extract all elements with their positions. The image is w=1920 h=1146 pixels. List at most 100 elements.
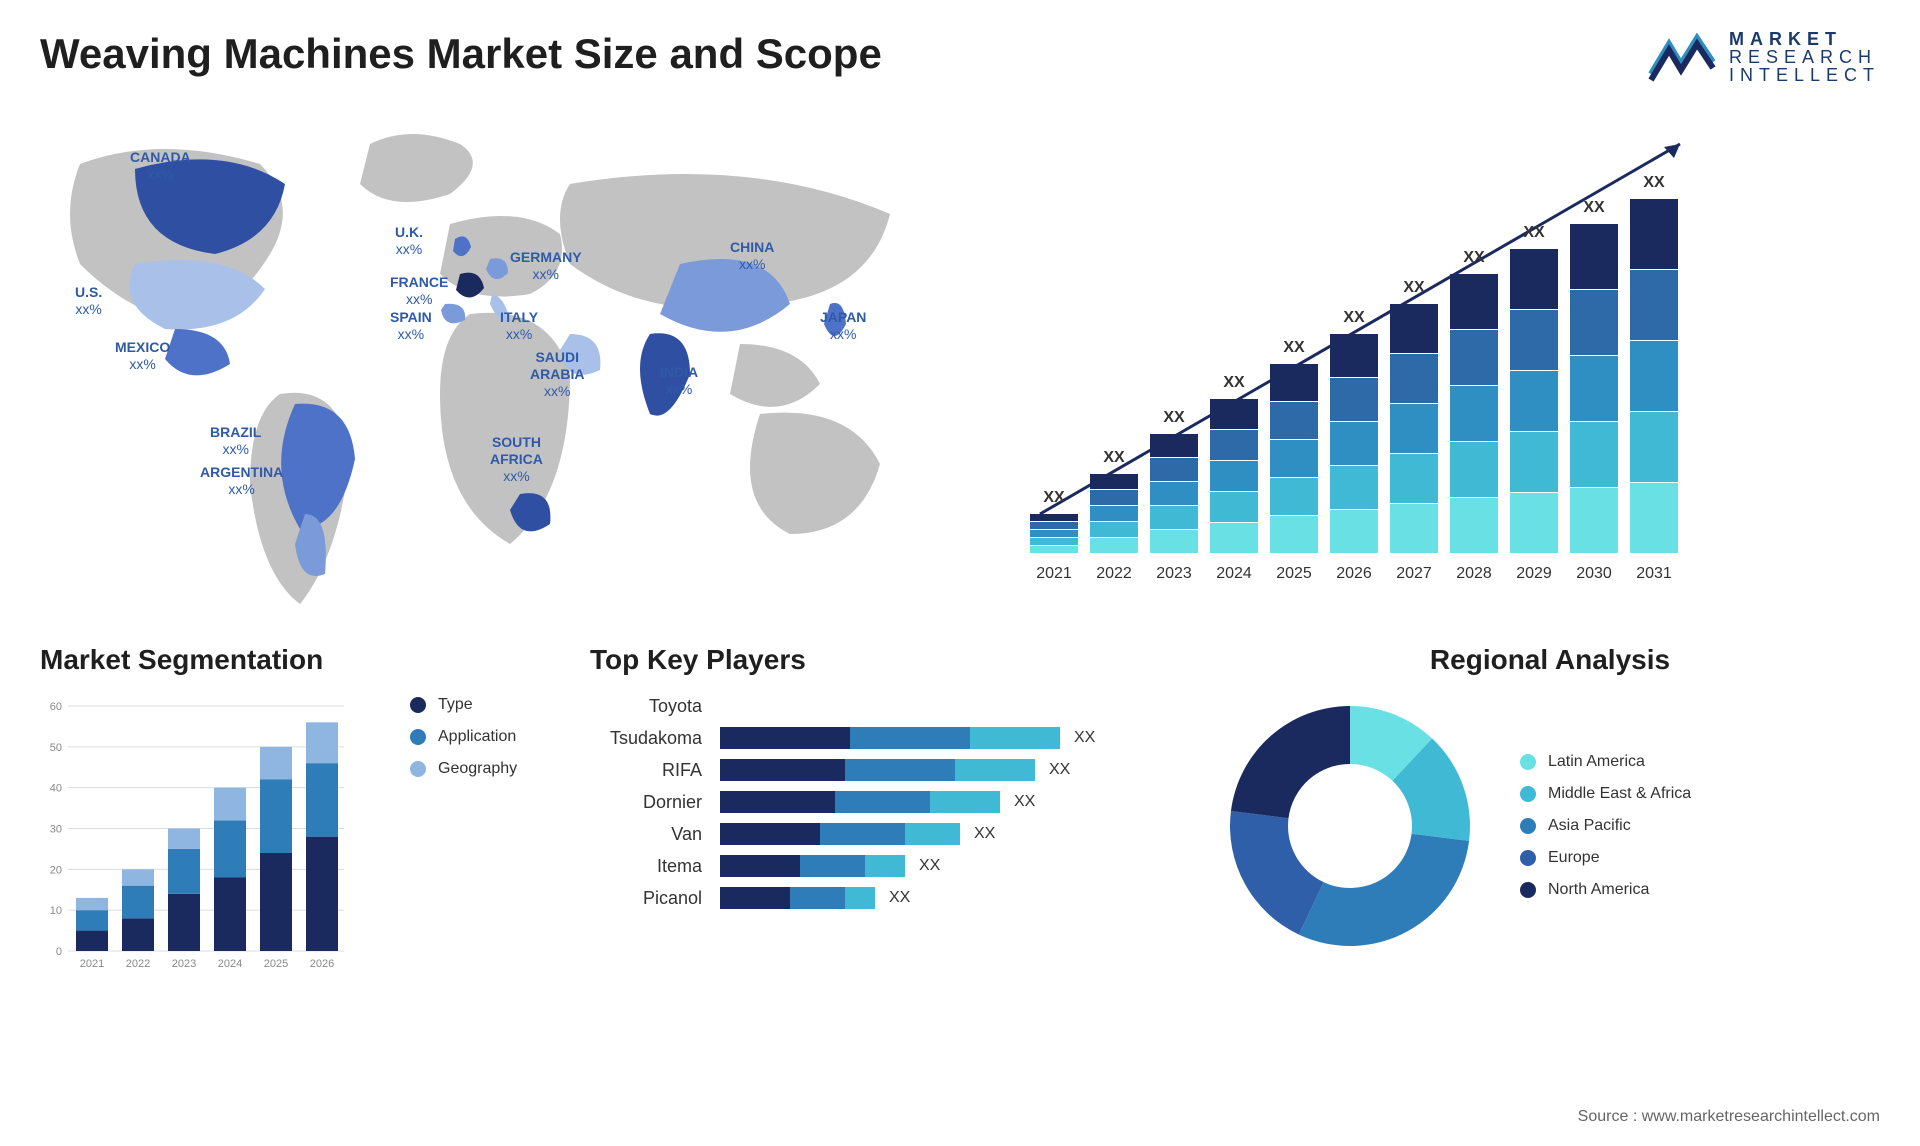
map-label-canada: CANADAxx% — [130, 149, 191, 183]
svg-text:60: 60 — [50, 701, 62, 713]
svg-text:2025: 2025 — [264, 958, 288, 970]
svg-text:2031: 2031 — [1636, 565, 1672, 582]
player-name: Picanol — [590, 888, 720, 909]
segmentation-legend-item: Geography — [410, 760, 517, 778]
map-label-germany: GERMANYxx% — [510, 249, 582, 283]
world-map-panel: CANADAxx% U.S.xx% MEXICOxx% BRAZILxx% ARGENT… — [40, 114, 980, 604]
svg-text:0: 0 — [56, 946, 62, 958]
map-label-italy: ITALYxx% — [500, 309, 538, 343]
map-label-france: FRANCExx% — [390, 274, 448, 308]
player-bar — [720, 791, 1000, 813]
svg-text:2022: 2022 — [1096, 565, 1132, 582]
svg-text:2027: 2027 — [1396, 565, 1432, 582]
map-label-japan: JAPANxx% — [820, 309, 866, 343]
svg-text:XX: XX — [1583, 199, 1605, 216]
player-row: Van XX — [590, 823, 1190, 845]
page-title: Weaving Machines Market Size and Scope — [40, 30, 882, 78]
logo-line1: MARKET — [1729, 30, 1880, 48]
player-row: Dornier XX — [590, 791, 1190, 813]
player-bar — [720, 887, 875, 909]
regional-legend-item: North America — [1520, 881, 1691, 899]
svg-text:50: 50 — [50, 742, 62, 754]
logo-line3: INTELLECT — [1729, 66, 1880, 84]
forecast-bar-chart: XX 2021 XX 2022 XX 2023 XX 2024 XX 2025 XX 2026 XX 20… — [1010, 114, 1880, 604]
map-label-u-s-: U.S.xx% — [75, 284, 102, 318]
player-row: RIFA XX — [590, 759, 1190, 781]
player-name: RIFA — [590, 760, 720, 781]
map-label-mexico: MEXICOxx% — [115, 339, 170, 373]
svg-text:2023: 2023 — [1156, 565, 1192, 582]
svg-text:2026: 2026 — [310, 958, 334, 970]
player-value: XX — [919, 857, 940, 875]
logo-icon — [1647, 30, 1717, 84]
player-name: Dornier — [590, 792, 720, 813]
regional-legend: Latin AmericaMiddle East & AfricaAsia Pa… — [1520, 753, 1691, 899]
segmentation-chart: 0 10 20 30 40 50 60 2021 2022 2023 2024 2025 2026 — [40, 696, 370, 976]
segmentation-legend-item: Application — [410, 728, 517, 746]
player-bar — [720, 823, 960, 845]
svg-text:2025: 2025 — [1276, 565, 1312, 582]
map-label-argentina: ARGENTINAxx% — [200, 464, 283, 498]
player-row: Picanol XX — [590, 887, 1190, 909]
svg-text:XX: XX — [1523, 224, 1545, 241]
svg-text:XX: XX — [1103, 449, 1125, 466]
map-label-india: INDIAxx% — [660, 364, 698, 398]
segmentation-panel: Market Segmentation 0 10 20 30 40 50 60 2021 202… — [40, 644, 560, 976]
player-name: Itema — [590, 856, 720, 877]
map-label-brazil: BRAZILxx% — [210, 424, 261, 458]
svg-text:2030: 2030 — [1576, 565, 1612, 582]
player-bar — [720, 727, 1060, 749]
svg-text:30: 30 — [50, 824, 62, 836]
regional-donut-chart — [1220, 696, 1480, 956]
svg-text:2029: 2029 — [1516, 565, 1552, 582]
segmentation-legend: Type Application Geography — [410, 696, 517, 976]
player-value: XX — [1074, 729, 1095, 747]
svg-text:2021: 2021 — [1036, 565, 1072, 582]
svg-text:2024: 2024 — [218, 958, 242, 970]
svg-text:XX: XX — [1283, 339, 1305, 356]
svg-text:2023: 2023 — [172, 958, 196, 970]
map-label-saudi-arabia: SAUDIARABIAxx% — [530, 349, 584, 399]
map-label-china: CHINAxx% — [730, 239, 774, 273]
svg-text:XX: XX — [1463, 249, 1485, 266]
svg-text:20: 20 — [50, 864, 62, 876]
player-name: Tsudakoma — [590, 728, 720, 749]
segmentation-title: Market Segmentation — [40, 644, 560, 676]
player-value: XX — [1014, 793, 1035, 811]
player-row: Itema XX — [590, 855, 1190, 877]
svg-text:XX: XX — [1163, 409, 1185, 426]
svg-text:2022: 2022 — [126, 958, 150, 970]
svg-text:XX: XX — [1343, 309, 1365, 326]
svg-text:2028: 2028 — [1456, 565, 1492, 582]
player-name: Van — [590, 824, 720, 845]
brand-logo: MARKET RESEARCH INTELLECT — [1647, 30, 1880, 84]
regional-legend-item: Middle East & Africa — [1520, 785, 1691, 803]
world-map — [40, 114, 980, 604]
map-label-spain: SPAINxx% — [390, 309, 432, 343]
player-bar — [720, 855, 905, 877]
svg-text:XX: XX — [1643, 174, 1665, 191]
players-title: Top Key Players — [590, 644, 1190, 676]
player-value: XX — [1049, 761, 1070, 779]
player-value: XX — [974, 825, 995, 843]
regional-legend-item: Latin America — [1520, 753, 1691, 771]
player-row: Toyota — [590, 696, 1190, 717]
svg-text:10: 10 — [50, 905, 62, 917]
source-attribution: Source : www.marketresearchintellect.com — [1578, 1108, 1880, 1126]
player-row: Tsudakoma XX — [590, 727, 1190, 749]
svg-text:2026: 2026 — [1336, 565, 1372, 582]
player-bar — [720, 759, 1035, 781]
svg-text:2024: 2024 — [1216, 565, 1252, 582]
player-name: Toyota — [590, 696, 720, 717]
regional-title: Regional Analysis — [1220, 644, 1880, 676]
regional-panel: Regional Analysis Latin America Middle Ea… — [1220, 644, 1880, 976]
regional-legend-item: Europe — [1520, 849, 1691, 867]
svg-text:40: 40 — [50, 783, 62, 795]
segmentation-legend-item: Type — [410, 696, 517, 714]
svg-text:XX: XX — [1403, 279, 1425, 296]
player-value: XX — [889, 889, 910, 907]
svg-text:XX: XX — [1223, 374, 1245, 391]
svg-text:2021: 2021 — [80, 958, 104, 970]
map-label-u-k-: U.K.xx% — [395, 224, 423, 258]
logo-line2: RESEARCH — [1729, 48, 1880, 66]
